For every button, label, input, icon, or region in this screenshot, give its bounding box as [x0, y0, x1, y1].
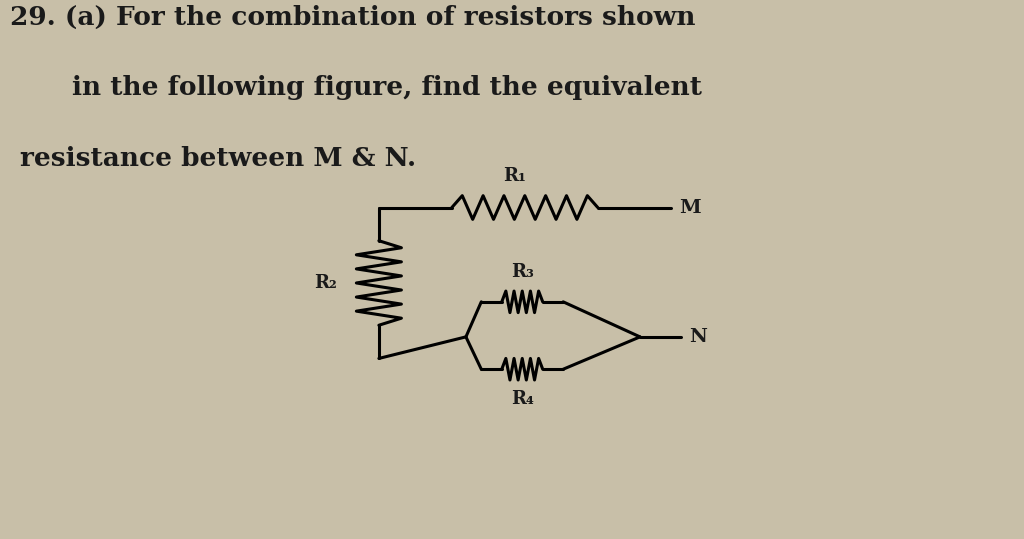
Text: R₄: R₄	[511, 390, 534, 408]
Text: 29. (a) For the combination of resistors shown: 29. (a) For the combination of resistors…	[10, 5, 695, 30]
Text: in the following figure, find the equivalent: in the following figure, find the equiva…	[72, 75, 701, 100]
Text: N: N	[689, 328, 707, 346]
Text: resistance between M & N.: resistance between M & N.	[20, 146, 417, 170]
Text: R₃: R₃	[511, 263, 534, 281]
Text: M: M	[679, 198, 700, 217]
Text: R₂: R₂	[314, 274, 337, 292]
Text: R₁: R₁	[503, 167, 526, 185]
